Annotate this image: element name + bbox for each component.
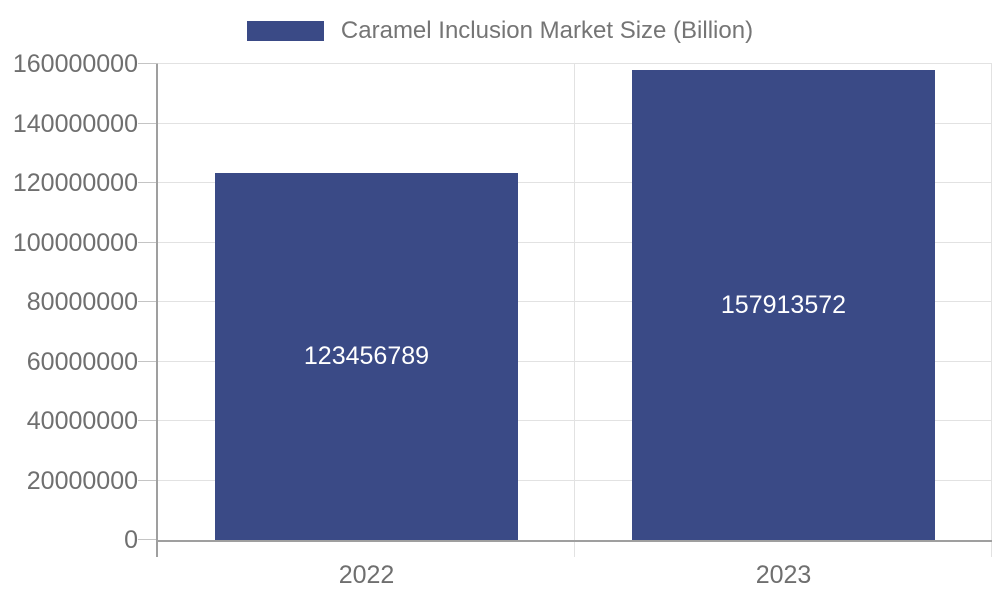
- y-gridline: [158, 63, 992, 64]
- y-tick-mark: [138, 361, 158, 362]
- y-axis-line: [156, 64, 158, 557]
- y-tick-mark: [138, 301, 158, 302]
- y-tick-label: 100000000: [12, 229, 138, 257]
- y-tick-label: 20000000: [26, 467, 138, 495]
- y-gridline: [158, 361, 992, 362]
- y-gridline: [158, 242, 992, 243]
- y-gridline: [158, 182, 992, 183]
- y-tick-mark: [138, 539, 158, 540]
- x-boundary-gridline: [991, 64, 992, 557]
- legend-label: Caramel Inclusion Market Size (Billion): [340, 17, 754, 44]
- y-tick-mark: [138, 182, 158, 183]
- x-axis-line: [156, 540, 992, 542]
- x-tick-label: 2022: [338, 561, 395, 589]
- y-tick-mark: [138, 480, 158, 481]
- y-tick-label: 60000000: [26, 348, 138, 376]
- y-tick-label: 160000000: [12, 50, 138, 78]
- y-tick-mark: [138, 242, 158, 243]
- bar-value-label: 123456789: [303, 342, 430, 371]
- bar-2022: [215, 172, 518, 540]
- y-gridline: [158, 480, 992, 481]
- x-boundary-gridline: [574, 64, 575, 557]
- y-tick-label: 40000000: [26, 407, 138, 435]
- y-gridline: [158, 301, 992, 302]
- y-tick-mark: [138, 420, 158, 421]
- bar-2023: [632, 70, 935, 540]
- y-tick-label: 120000000: [12, 169, 138, 197]
- y-tick-mark: [138, 123, 158, 124]
- y-gridline: [158, 420, 992, 421]
- y-tick-label: 80000000: [26, 288, 138, 316]
- y-gridline: [158, 123, 992, 124]
- x-tick-label: 2023: [755, 561, 812, 589]
- y-tick-label: 140000000: [12, 110, 138, 138]
- legend[interactable]: Caramel Inclusion Market Size (Billion): [0, 12, 1000, 50]
- y-tick-mark: [138, 63, 158, 64]
- legend-swatch: [246, 21, 324, 41]
- y-tick-label: 0: [124, 526, 138, 554]
- bar-value-label: 157913572: [720, 291, 847, 320]
